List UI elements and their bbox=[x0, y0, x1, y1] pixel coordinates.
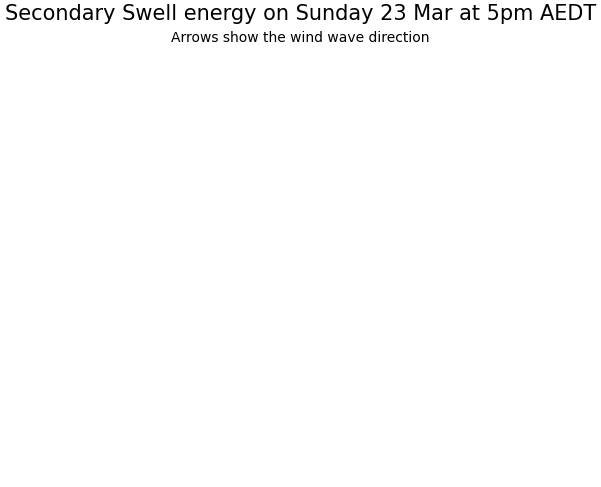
Text: Arrows show the wind wave direction: Arrows show the wind wave direction bbox=[171, 31, 430, 45]
Text: Map requires cartopy: Map requires cartopy bbox=[197, 260, 404, 279]
Text: Secondary Swell energy on Sunday 23 Mar at 5pm AEDT: Secondary Swell energy on Sunday 23 Mar … bbox=[5, 4, 596, 24]
